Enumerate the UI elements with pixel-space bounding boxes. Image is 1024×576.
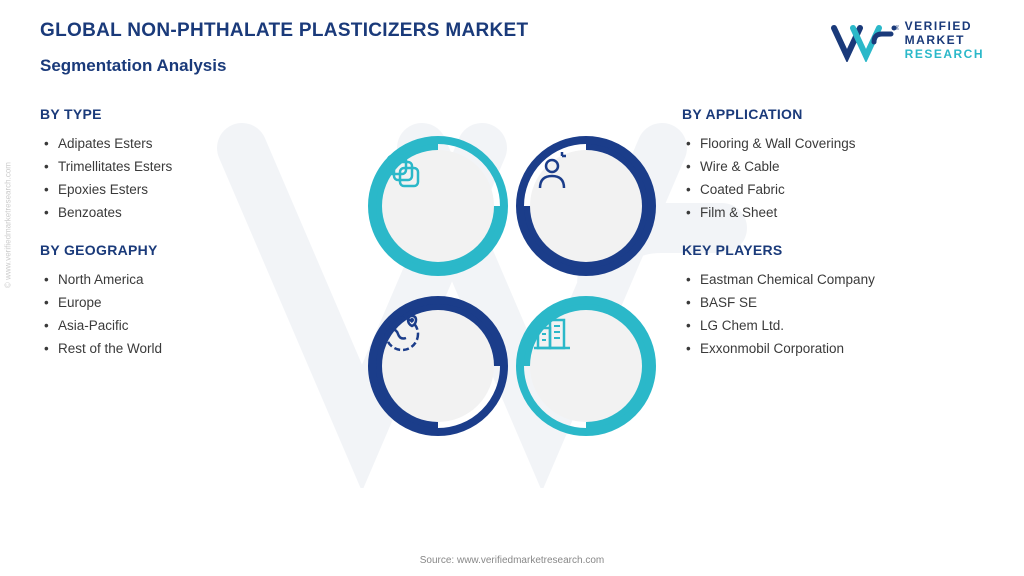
globe-icon — [382, 310, 426, 354]
list-item: Coated Fabric — [682, 178, 984, 201]
type-list: Adipates Esters Trimellitates Esters Epo… — [40, 132, 342, 224]
list-item: Rest of the World — [40, 337, 342, 360]
list-item: Epoxies Esters — [40, 178, 342, 201]
list-item: Eastman Chemical Company — [682, 268, 984, 291]
application-list: Flooring & Wall Coverings Wire & Cable C… — [682, 132, 984, 224]
center-infographic — [362, 136, 662, 436]
list-item: Exxonmobil Corporation — [682, 337, 984, 360]
geography-list: North America Europe Asia-Pacific Rest o… — [40, 268, 342, 360]
section-geography: BY GEOGRAPHY North America Europe Asia-P… — [40, 242, 342, 360]
type-heading: BY TYPE — [40, 106, 342, 122]
list-item: North America — [40, 268, 342, 291]
logo-text: VERIFIED MARKET RESEARCH — [905, 20, 984, 61]
application-heading: BY APPLICATION — [682, 106, 984, 122]
petal-geography — [368, 296, 508, 436]
list-item: Trimellitates Esters — [40, 155, 342, 178]
list-item: Adipates Esters — [40, 132, 342, 155]
geography-heading: BY GEOGRAPHY — [40, 242, 342, 258]
players-list: Eastman Chemical Company BASF SE LG Chem… — [682, 268, 984, 360]
logo-mark-icon: ® — [829, 20, 899, 62]
person-icon — [530, 150, 574, 194]
building-icon — [530, 310, 574, 354]
section-players: KEY PLAYERS Eastman Chemical Company BAS… — [682, 242, 984, 360]
svg-text:®: ® — [895, 25, 899, 32]
source-line: Source: www.verifiedmarketresearch.com — [0, 555, 1024, 566]
list-item: Film & Sheet — [682, 201, 984, 224]
content-area: BY TYPE Adipates Esters Trimellitates Es… — [0, 76, 1024, 496]
page-subtitle: Segmentation Analysis — [40, 56, 528, 76]
right-column: BY APPLICATION Flooring & Wall Coverings… — [662, 106, 984, 496]
list-item: Flooring & Wall Coverings — [682, 132, 984, 155]
list-item: Europe — [40, 291, 342, 314]
players-heading: KEY PLAYERS — [682, 242, 984, 258]
header: GLOBAL NON-PHTHALATE PLASTICIZERS MARKET… — [0, 0, 1024, 76]
brand-logo: ® VERIFIED MARKET RESEARCH — [829, 20, 984, 62]
layers-icon — [382, 150, 426, 194]
list-item: Asia-Pacific — [40, 314, 342, 337]
list-item: Benzoates — [40, 201, 342, 224]
petal-type — [368, 136, 508, 276]
section-application: BY APPLICATION Flooring & Wall Coverings… — [682, 106, 984, 224]
petal-players — [516, 296, 656, 436]
section-type: BY TYPE Adipates Esters Trimellitates Es… — [40, 106, 342, 224]
list-item: BASF SE — [682, 291, 984, 314]
petal-application — [516, 136, 656, 276]
list-item: LG Chem Ltd. — [682, 314, 984, 337]
left-column: BY TYPE Adipates Esters Trimellitates Es… — [40, 106, 362, 496]
list-item: Wire & Cable — [682, 155, 984, 178]
page-title: GLOBAL NON-PHTHALATE PLASTICIZERS MARKET — [40, 20, 528, 42]
